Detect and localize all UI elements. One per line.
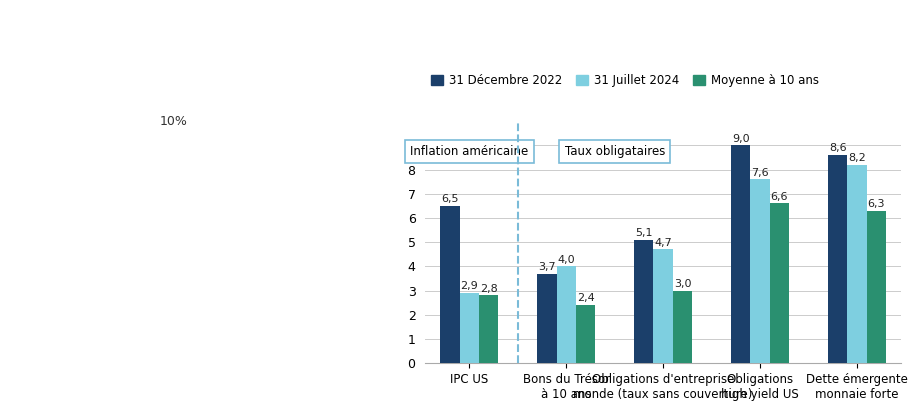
Bar bbox=[750, 179, 769, 363]
Text: 3,0: 3,0 bbox=[674, 279, 692, 289]
Text: 10%: 10% bbox=[159, 115, 188, 128]
Bar bbox=[479, 295, 498, 363]
Bar bbox=[673, 291, 692, 363]
Bar bbox=[769, 203, 789, 363]
Text: Taux obligataires: Taux obligataires bbox=[564, 145, 665, 158]
Text: 6,6: 6,6 bbox=[770, 192, 788, 202]
Bar bbox=[634, 240, 653, 363]
Text: 8,2: 8,2 bbox=[848, 153, 866, 163]
Text: 3,7: 3,7 bbox=[538, 262, 556, 272]
Text: 6,5: 6,5 bbox=[442, 194, 459, 204]
Bar bbox=[441, 206, 460, 363]
Legend: 31 Décembre 2022, 31 Juillet 2024, Moyenne à 10 ans: 31 Décembre 2022, 31 Juillet 2024, Moyen… bbox=[431, 74, 819, 87]
Text: 5,1: 5,1 bbox=[635, 228, 652, 238]
Text: 6,3: 6,3 bbox=[867, 199, 885, 209]
Bar bbox=[576, 305, 595, 363]
Bar bbox=[557, 266, 576, 363]
Bar bbox=[867, 211, 886, 363]
Bar bbox=[653, 250, 673, 363]
Text: 4,0: 4,0 bbox=[558, 255, 575, 265]
Bar bbox=[731, 145, 750, 363]
Text: 9,0: 9,0 bbox=[732, 134, 749, 144]
Bar bbox=[847, 165, 867, 363]
Text: 4,7: 4,7 bbox=[654, 238, 672, 248]
Text: Inflation américaine: Inflation américaine bbox=[410, 145, 529, 158]
Bar bbox=[828, 155, 847, 363]
Bar bbox=[460, 293, 479, 363]
Text: 8,6: 8,6 bbox=[829, 144, 846, 154]
Text: 2,8: 2,8 bbox=[480, 284, 497, 294]
Text: 7,6: 7,6 bbox=[751, 168, 769, 178]
Text: 2,4: 2,4 bbox=[577, 293, 594, 304]
Bar bbox=[537, 274, 557, 363]
Text: 2,9: 2,9 bbox=[461, 281, 478, 291]
